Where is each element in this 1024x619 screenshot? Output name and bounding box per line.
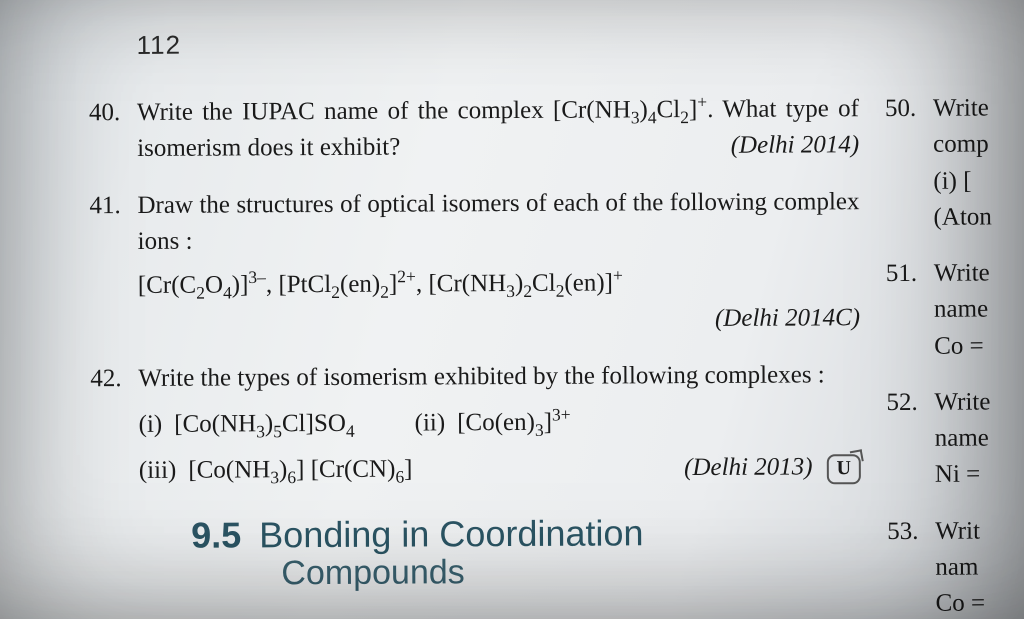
right-column: 50. Write comp (i) [ (Aton 51. Write nam… [879, 90, 1024, 619]
question-number: 51. [886, 256, 935, 365]
question-40: 40. Write the IUPAC name of the complex … [89, 91, 859, 168]
question-body: Write the types of isomerism exhibited b… [138, 357, 861, 490]
text-line: Ni = [935, 457, 1024, 494]
question-53: 53. Writ nam Co = [887, 513, 1024, 619]
question-50: 50. Write comp (i) [ (Aton [885, 90, 1024, 236]
text-line: Co = [935, 585, 1024, 619]
question-body: Writ nam Co = [935, 513, 1024, 619]
question-51: 51. Write name Co = [886, 255, 1024, 364]
sub-item-row-2: (iii) [Co(NH3)6] [Cr(CN)6] (Delhi 2013) … [139, 449, 861, 489]
text-line: Writ [935, 513, 1024, 550]
question-text: Draw the structures of optical isomers o… [137, 184, 859, 260]
sub-item-ii: (ii) [Co(en)3]3+ [415, 404, 571, 441]
text-line: name [934, 292, 1024, 329]
chem-formula: [Co(NH3)5Cl]SO4 [174, 406, 355, 443]
chem-formula: [Cr(NH3)4Cl2]+ [553, 96, 707, 124]
section-heading: 9.5 Bonding in Coordination [191, 511, 861, 557]
question-number: 42. [90, 360, 139, 489]
chem-formula: [Co(NH3)6] [Cr(CN)6] [188, 452, 412, 489]
text-line: (i) [ [933, 163, 1023, 200]
section-title: Bonding in Coordination [259, 513, 643, 557]
question-source: (Delhi 2013) [684, 453, 813, 481]
content-columns: 40. Write the IUPAC name of the complex … [0, 90, 1024, 619]
question-42: 42. Write the types of isomerism exhibit… [90, 357, 861, 490]
chem-formula: [Co(en)3]3+ [457, 404, 571, 441]
section-number: 9.5 [191, 515, 241, 557]
question-number: 52. [886, 385, 935, 494]
question-source: (Delhi 2014) [731, 127, 860, 164]
sub-item-i: (i) [Co(NH3)5Cl]SO4 [139, 406, 355, 443]
text-line: name [935, 420, 1024, 457]
text-line: Co = [934, 328, 1024, 365]
question-source: (Delhi 2014C) [715, 304, 860, 332]
question-body: Write name Co = [934, 255, 1024, 364]
formula-line: [Cr(C2O4)]3–, [PtCl2(en)2]2+, [Cr(NH3)2C… [138, 264, 860, 304]
sub-label: (i) [139, 407, 163, 443]
source-line: (Delhi 2014C) [138, 300, 860, 340]
question-body: Write the IUPAC name of the complex [Cr(… [137, 91, 859, 167]
left-column: 40. Write the IUPAC name of the complex … [0, 91, 881, 595]
sub-label: (ii) [415, 405, 446, 441]
question-52: 52. Write name Ni = [886, 384, 1024, 493]
source-and-badge: (Delhi 2013) U [684, 449, 861, 486]
text-line: Write [934, 384, 1024, 421]
sub-item-iii: (iii) [Co(NH3)6] [Cr(CN)6] [139, 452, 413, 490]
question-body: Draw the structures of optical isomers o… [137, 184, 860, 341]
textbook-page: 112 40. Write the IUPAC name of the comp… [0, 0, 1024, 619]
sub-label: (iii) [139, 453, 177, 489]
text-line: Write [934, 255, 1024, 292]
text-line: comp [933, 127, 1023, 164]
question-41: 41. Draw the structures of optical isome… [89, 184, 860, 341]
text-line: Write [933, 90, 1023, 127]
sub-items: (i) [Co(NH3)5Cl]SO4 (ii) [Co(en)3]3+ [139, 403, 861, 443]
question-number: 50. [885, 91, 934, 236]
text-line: nam [935, 549, 1024, 586]
question-body: Write comp (i) [ (Aton [933, 90, 1024, 235]
page-number: 112 [137, 25, 1023, 61]
question-text: Write the IUPAC name of the complex [Cr(… [137, 91, 859, 167]
question-body: Write name Ni = [934, 384, 1024, 493]
text-part-a: Write the IUPAC name of the complex [137, 97, 553, 126]
text-line: (Aton [933, 199, 1023, 236]
question-number: 40. [89, 95, 137, 168]
question-text: Write the types of isomerism exhibited b… [138, 357, 860, 397]
question-number: 41. [89, 187, 138, 340]
question-number: 53. [887, 513, 936, 619]
section-subtitle: Compounds [281, 551, 861, 593]
chem-formula: [Cr(C2O4)]3–, [PtCl2(en)2]2+, [Cr(NH3)2C… [138, 269, 623, 299]
u-badge-icon: U [827, 454, 861, 484]
